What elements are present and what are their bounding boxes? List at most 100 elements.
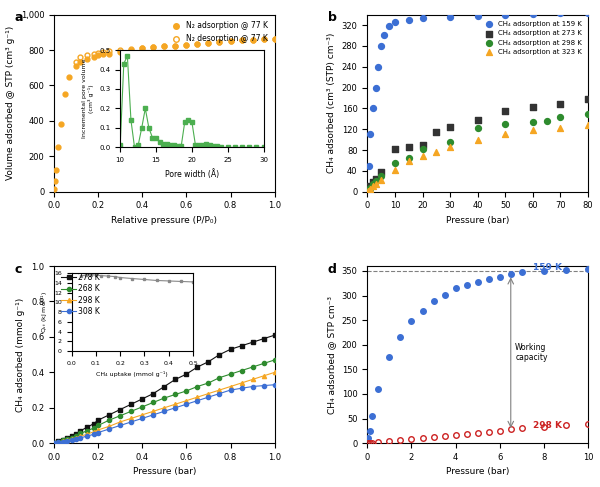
CH₄ adsorption at 323 K xyxy=(371,180,380,188)
298 K xyxy=(106,423,113,429)
298 K xyxy=(216,387,223,393)
CH₄ adsorption at 323 K xyxy=(404,158,413,166)
CH₄ adsorption at 273 K xyxy=(390,145,400,153)
CH₄ adsorption at 273 K xyxy=(376,168,386,176)
268 K xyxy=(116,413,124,419)
X-axis label: Relative pressure (P/P₀): Relative pressure (P/P₀) xyxy=(112,216,217,225)
CH₄ adsorption at 159 K xyxy=(445,13,455,20)
298 K xyxy=(260,373,267,379)
CH₄ adsorption at 323 K xyxy=(445,144,455,151)
268 K xyxy=(172,392,179,397)
268 K xyxy=(128,409,135,414)
CH₄ adsorption at 298 K xyxy=(528,118,538,126)
Y-axis label: CH₄ adsorbed @ STP cm⁻³: CH₄ adsorbed @ STP cm⁻³ xyxy=(327,296,336,413)
268 K xyxy=(227,371,234,377)
CH₄ adsorption at 323 K xyxy=(500,131,510,138)
CH₄ adsorption at 273 K xyxy=(431,128,441,136)
CH₄ adsorption at 298 K xyxy=(556,113,565,121)
308 K xyxy=(59,439,67,445)
308 K xyxy=(227,387,234,393)
278 K xyxy=(50,440,58,446)
CH₄ adsorption at 323 K xyxy=(364,187,374,194)
308 K xyxy=(172,405,179,411)
308 K xyxy=(238,385,245,391)
278 K xyxy=(216,352,223,357)
278 K xyxy=(64,435,71,441)
298 K xyxy=(172,401,179,407)
Text: a: a xyxy=(14,11,23,24)
268 K xyxy=(106,417,113,423)
298 K xyxy=(64,437,71,443)
308 K xyxy=(205,394,212,400)
Y-axis label: CH₄ adsorbed (cm³ (STP) cm⁻³): CH₄ adsorbed (cm³ (STP) cm⁻³) xyxy=(327,33,336,173)
CH₄ adsorption at 323 K xyxy=(376,176,386,184)
CH₄ adsorption at 298 K xyxy=(363,187,373,195)
CH₄ adsorption at 159 K xyxy=(363,185,373,193)
278 K xyxy=(55,438,62,444)
308 K xyxy=(260,383,267,389)
CH₄ adsorption at 273 K xyxy=(365,183,375,190)
298 K xyxy=(183,398,190,404)
X-axis label: Pressure (bar): Pressure (bar) xyxy=(446,468,509,476)
298 K xyxy=(83,431,91,437)
298 K xyxy=(116,419,124,425)
308 K xyxy=(50,440,58,446)
CH₄ adsorption at 323 K xyxy=(418,152,427,160)
268 K xyxy=(205,380,212,386)
268 K xyxy=(194,384,201,390)
298 K xyxy=(194,394,201,400)
278 K xyxy=(139,396,146,402)
CH₄ adsorption at 159 K xyxy=(500,11,510,19)
Line: 308 K: 308 K xyxy=(52,383,277,445)
CH₄ adsorption at 273 K xyxy=(363,187,373,195)
308 K xyxy=(106,426,113,432)
CH₄ adsorption at 298 K xyxy=(445,138,455,146)
298 K xyxy=(139,412,146,418)
278 K xyxy=(172,376,179,382)
298 K xyxy=(271,370,278,375)
298 K xyxy=(149,409,157,414)
CH₄ adsorption at 159 K xyxy=(365,131,375,138)
278 K xyxy=(260,336,267,341)
278 K xyxy=(95,417,102,423)
298 K xyxy=(55,439,62,445)
298 K xyxy=(59,438,67,444)
278 K xyxy=(59,437,67,443)
298 K xyxy=(50,440,58,446)
298 K xyxy=(68,436,75,442)
268 K xyxy=(95,423,102,429)
CH₄ adsorption at 298 K xyxy=(473,124,482,132)
CH₄ adsorption at 323 K xyxy=(583,121,593,129)
CH₄ adsorption at 298 K xyxy=(500,120,510,128)
278 K xyxy=(116,407,124,412)
Text: 159 K: 159 K xyxy=(533,262,562,272)
278 K xyxy=(128,401,135,407)
CH₄ adsorption at 273 K xyxy=(473,116,482,124)
308 K xyxy=(68,437,75,443)
Legend: CH₄ adsorption at 159 K, CH₄ adsorption at 273 K, CH₄ adsorption at 298 K, CH₄ a: CH₄ adsorption at 159 K, CH₄ adsorption … xyxy=(479,18,584,58)
CH₄ adsorption at 298 K xyxy=(390,159,400,167)
CH₄ adsorption at 159 K xyxy=(473,12,482,19)
298 K xyxy=(161,405,168,411)
CH₄ adsorption at 323 K xyxy=(528,126,538,134)
CH₄ adsorption at 323 K xyxy=(363,187,373,195)
CH₄ adsorption at 273 K xyxy=(556,100,565,108)
278 K xyxy=(249,339,256,345)
CH₄ adsorption at 159 K xyxy=(376,42,386,50)
X-axis label: Pressure (bar): Pressure (bar) xyxy=(446,216,509,225)
308 K xyxy=(128,419,135,425)
Text: d: d xyxy=(328,262,337,276)
CH₄ adsorption at 273 K xyxy=(364,185,374,193)
CH₄ adsorption at 159 K xyxy=(390,19,400,26)
CH₄ adsorption at 159 K xyxy=(374,63,383,71)
308 K xyxy=(73,436,80,442)
268 K xyxy=(149,399,157,405)
298 K xyxy=(95,427,102,433)
278 K xyxy=(238,343,245,349)
CH₄ adsorption at 298 K xyxy=(404,154,413,162)
278 K xyxy=(106,412,113,418)
308 K xyxy=(139,415,146,421)
268 K xyxy=(73,433,80,439)
Text: c: c xyxy=(14,262,22,276)
CH₄ adsorption at 159 K xyxy=(371,84,380,92)
